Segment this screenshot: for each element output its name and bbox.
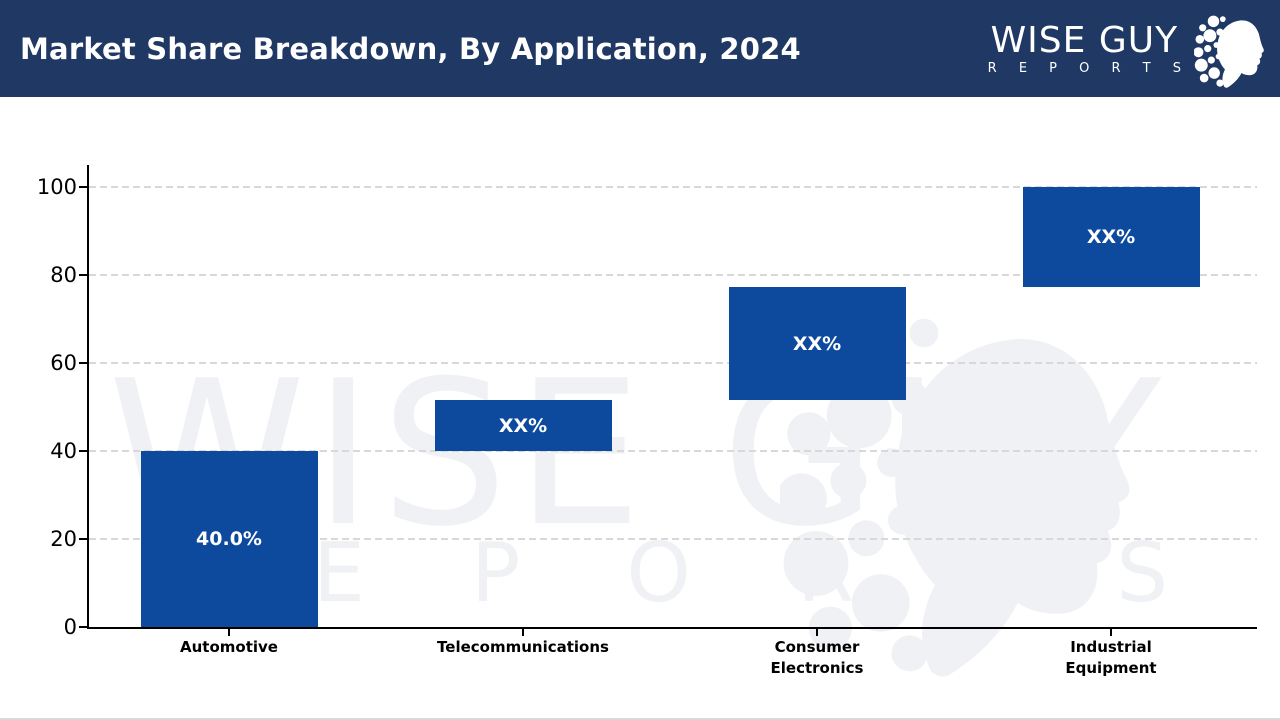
x-tick-label-3: Industrial Equipment <box>1065 638 1157 677</box>
gridline-40 <box>89 450 1257 452</box>
y-tick-label-40: 40 <box>50 439 77 463</box>
y-tick-label-0: 0 <box>63 615 77 639</box>
x-axis-spine <box>87 627 1257 629</box>
bar-automotive: 40.0% <box>140 451 318 627</box>
logo-text: WISE GUY R E P O R T S <box>979 22 1190 78</box>
y-tick-20 <box>79 538 87 540</box>
x-tick-3 <box>1110 629 1112 636</box>
bar-industrial-equipment: XX% <box>1022 187 1200 287</box>
y-tick-label-80: 80 <box>50 263 77 287</box>
bar-value-label: XX% <box>1086 225 1136 248</box>
gridline-60 <box>89 362 1257 364</box>
bar-value-label: XX% <box>498 414 548 437</box>
page-title: Market Share Breakdown, By Application, … <box>20 31 801 66</box>
y-tick-60 <box>79 362 87 364</box>
bar-value-label: XX% <box>792 332 842 355</box>
y-axis-spine <box>87 165 89 629</box>
y-tick-100 <box>79 186 87 188</box>
footer-divider <box>0 718 1280 720</box>
bar-telecommunications: XX% <box>434 400 612 451</box>
bar-consumer-electronics: XX% <box>728 286 906 401</box>
y-tick-0 <box>79 626 87 628</box>
x-tick-2 <box>816 629 818 636</box>
y-tick-label-100: 100 <box>36 175 77 199</box>
logo-brand-name: WISE GUY <box>990 20 1179 61</box>
gridline-100 <box>89 186 1257 188</box>
y-tick-80 <box>79 274 87 276</box>
logo-reports-label: R E P O R T S <box>987 61 1190 76</box>
x-tick-label-0: Automotive <box>180 638 278 656</box>
x-tick-label-1: Telecommunications <box>437 638 609 656</box>
x-tick-0 <box>228 629 230 636</box>
wise-guy-reports-logo: WISE GUY R E P O R T S <box>979 8 1266 92</box>
logo-face-icon <box>1194 12 1266 91</box>
x-tick-1 <box>522 629 524 636</box>
y-tick-label-20: 20 <box>50 527 77 551</box>
gridline-80 <box>89 274 1257 276</box>
x-tick-label-2: Consumer Electronics <box>770 638 864 677</box>
y-tick-40 <box>79 450 87 452</box>
y-tick-label-60: 60 <box>50 351 77 375</box>
bar-value-label: 40.0% <box>196 528 262 550</box>
header-bar: Market Share Breakdown, By Application, … <box>0 0 1280 97</box>
gridline-20 <box>89 538 1257 540</box>
